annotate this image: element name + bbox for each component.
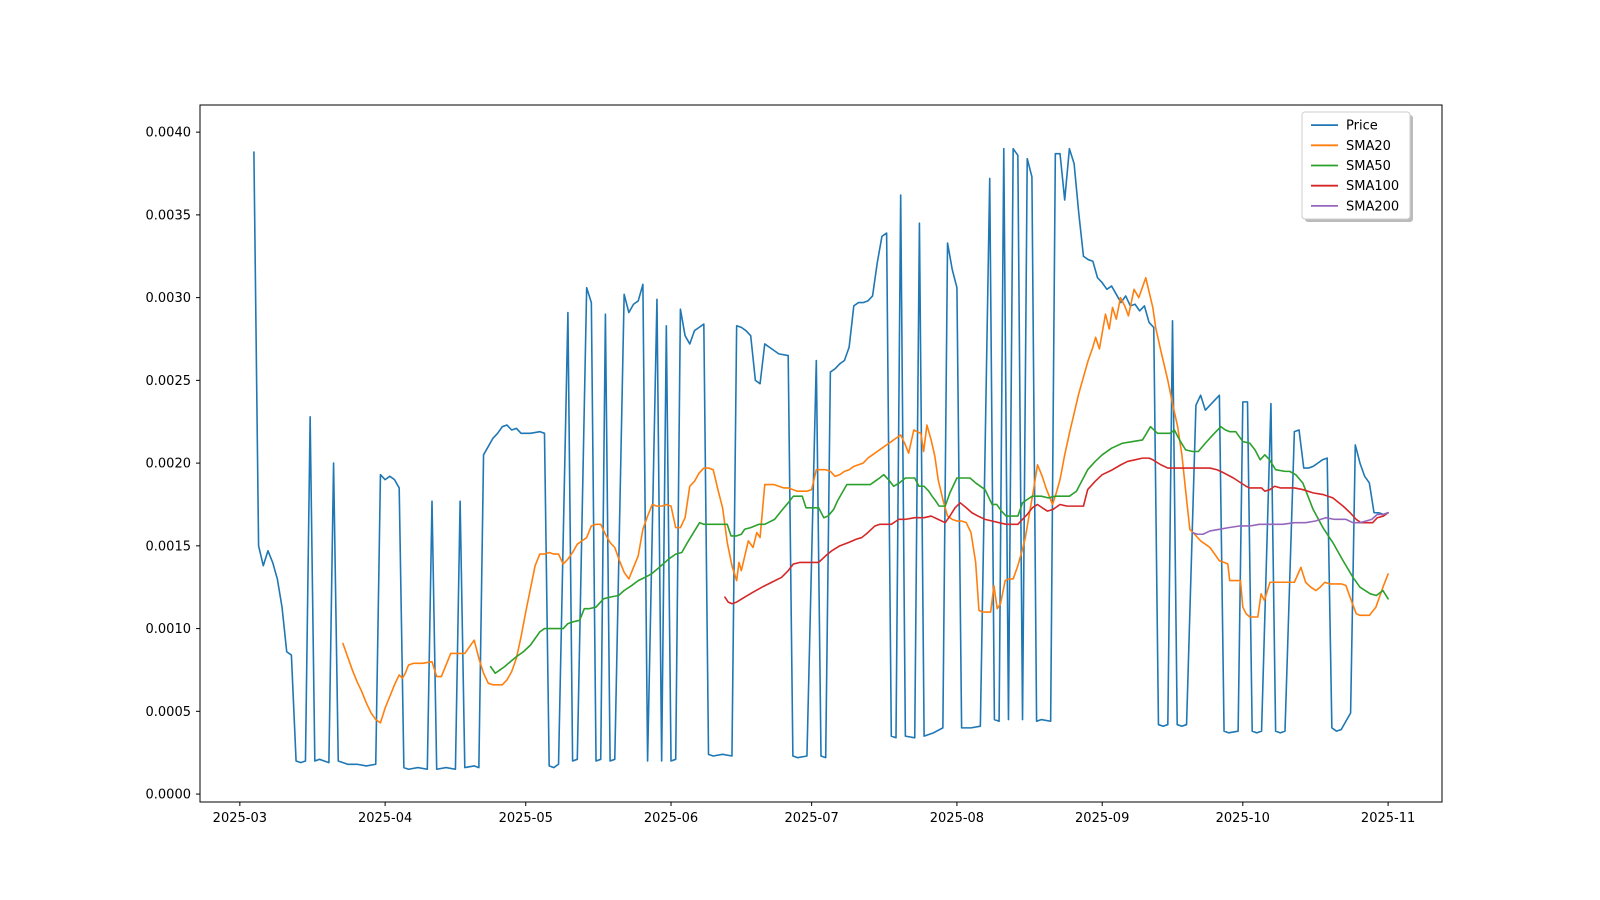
- x-axis: 2025-03 2025-04 2025-05 2025-06 2025-07 2025-…: [213, 802, 1415, 826]
- legend-label: SMA100: [1346, 179, 1399, 194]
- price-line: [253, 147, 1389, 771]
- x-tick-label: 2025-05: [499, 811, 553, 826]
- y-tick-label: 0.0010: [146, 622, 192, 637]
- sma200-line: [1191, 511, 1389, 536]
- y-tick-label: 0.0000: [146, 788, 192, 803]
- y-tick-label: 0.0035: [146, 208, 192, 223]
- legend-item-sma200: SMA200: [1311, 199, 1399, 214]
- axes-spines: [199, 104, 1443, 803]
- y-tick-label: 0.0040: [146, 126, 192, 141]
- y-tick-label: 0.0020: [146, 457, 192, 472]
- legend-label: SMA200: [1346, 199, 1399, 214]
- x-tick-label: 2025-03: [213, 811, 267, 826]
- x-tick-label: 2025-09: [1075, 811, 1129, 826]
- legend-label: SMA20: [1346, 139, 1391, 154]
- y-axis: 0.0000 0.0005 0.0010 0.0015 0.0020 0.0025 0.00…: [146, 126, 200, 803]
- legend-label: SMA50: [1346, 159, 1391, 174]
- legend-frame: [1301, 111, 1411, 220]
- series-group: [253, 147, 1389, 771]
- legend: Price SMA20 SMA50 SMA100 SMA200: [1301, 111, 1413, 222]
- sma20-line: [342, 276, 1389, 724]
- y-tick-label: 0.0005: [146, 705, 192, 720]
- legend-item-sma50: SMA50: [1311, 159, 1391, 174]
- x-tick-label: 2025-07: [784, 811, 838, 826]
- legend-item-sma20: SMA20: [1311, 139, 1391, 154]
- sma100-line: [724, 457, 1389, 605]
- sma50-line: [489, 425, 1389, 675]
- x-tick-label: 2025-10: [1216, 811, 1270, 826]
- x-tick-label: 2025-08: [930, 811, 984, 826]
- x-tick-label: 2025-04: [358, 811, 412, 826]
- y-tick-label: 0.0015: [146, 539, 192, 554]
- plot-background: [200, 105, 1442, 802]
- legend-item-sma100: SMA100: [1311, 179, 1399, 194]
- y-tick-label: 0.0025: [146, 374, 192, 389]
- legend-item-price: Price: [1311, 119, 1378, 134]
- y-tick-label: 0.0030: [146, 291, 192, 306]
- x-tick-label: 2025-11: [1361, 811, 1415, 826]
- x-tick-label: 2025-06: [644, 811, 698, 826]
- legend-label: Price: [1346, 119, 1378, 134]
